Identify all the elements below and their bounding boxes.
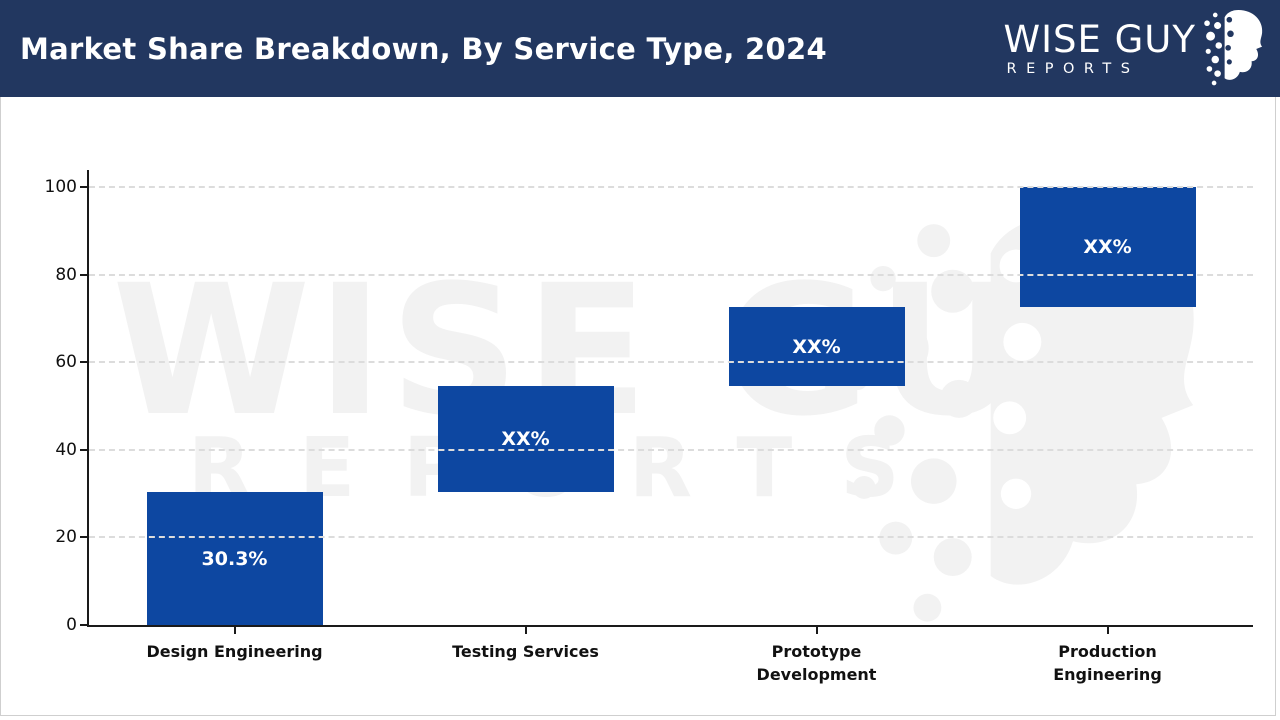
x-tick bbox=[233, 625, 236, 634]
brand-logo-text: WISE GUY REPORTS bbox=[1004, 21, 1196, 77]
x-axis bbox=[87, 625, 1253, 627]
gridline bbox=[89, 186, 1253, 188]
x-tick-label: Production Engineering bbox=[1053, 642, 1162, 685]
face-profile-icon bbox=[1204, 10, 1263, 86]
bar: XX% bbox=[1019, 187, 1196, 308]
y-tick bbox=[80, 448, 89, 451]
x-tick-label: Prototype Development bbox=[756, 642, 877, 685]
brand-logo: WISE GUY REPORTS bbox=[1004, 6, 1270, 92]
gridline bbox=[89, 361, 1253, 364]
y-tick-label: 0 bbox=[66, 615, 77, 635]
y-tick-label: 20 bbox=[55, 527, 77, 548]
x-tick bbox=[1106, 625, 1109, 634]
brand-name: WISE GUY bbox=[1003, 18, 1196, 62]
x-tick bbox=[815, 625, 818, 634]
bar: XX% bbox=[728, 307, 905, 387]
bar-value-label: XX% bbox=[792, 335, 841, 358]
brand-subname: REPORTS bbox=[1006, 61, 1140, 78]
header: Market Share Breakdown, By Service Type,… bbox=[0, 0, 1280, 97]
x-tick-label: Testing Services bbox=[452, 642, 599, 661]
y-tick bbox=[80, 273, 89, 276]
y-tick bbox=[80, 186, 89, 188]
y-tick bbox=[80, 536, 89, 539]
y-tick-label: 40 bbox=[55, 439, 77, 460]
y-tick-label: 60 bbox=[55, 352, 77, 373]
watermark-brand-name: WISE GUY bbox=[112, 247, 1166, 456]
bar-value-label: 30.3% bbox=[201, 547, 268, 570]
y-axis bbox=[87, 170, 89, 627]
bar-value-label: XX% bbox=[501, 428, 550, 451]
y-tick bbox=[80, 624, 89, 626]
y-tick-label: 80 bbox=[55, 264, 77, 285]
x-tick-label: Design Engineering bbox=[146, 642, 323, 661]
gridline bbox=[89, 536, 1253, 539]
gridline bbox=[89, 448, 1253, 451]
chart-title: Market Share Breakdown, By Service Type,… bbox=[20, 31, 827, 66]
bar: 30.3% bbox=[146, 492, 323, 625]
bar: XX% bbox=[437, 386, 614, 493]
y-tick bbox=[80, 361, 89, 364]
bar-value-label: XX% bbox=[1083, 236, 1132, 259]
gridline bbox=[89, 273, 1253, 276]
y-tick-label: 100 bbox=[44, 177, 77, 197]
x-tick bbox=[524, 625, 527, 634]
